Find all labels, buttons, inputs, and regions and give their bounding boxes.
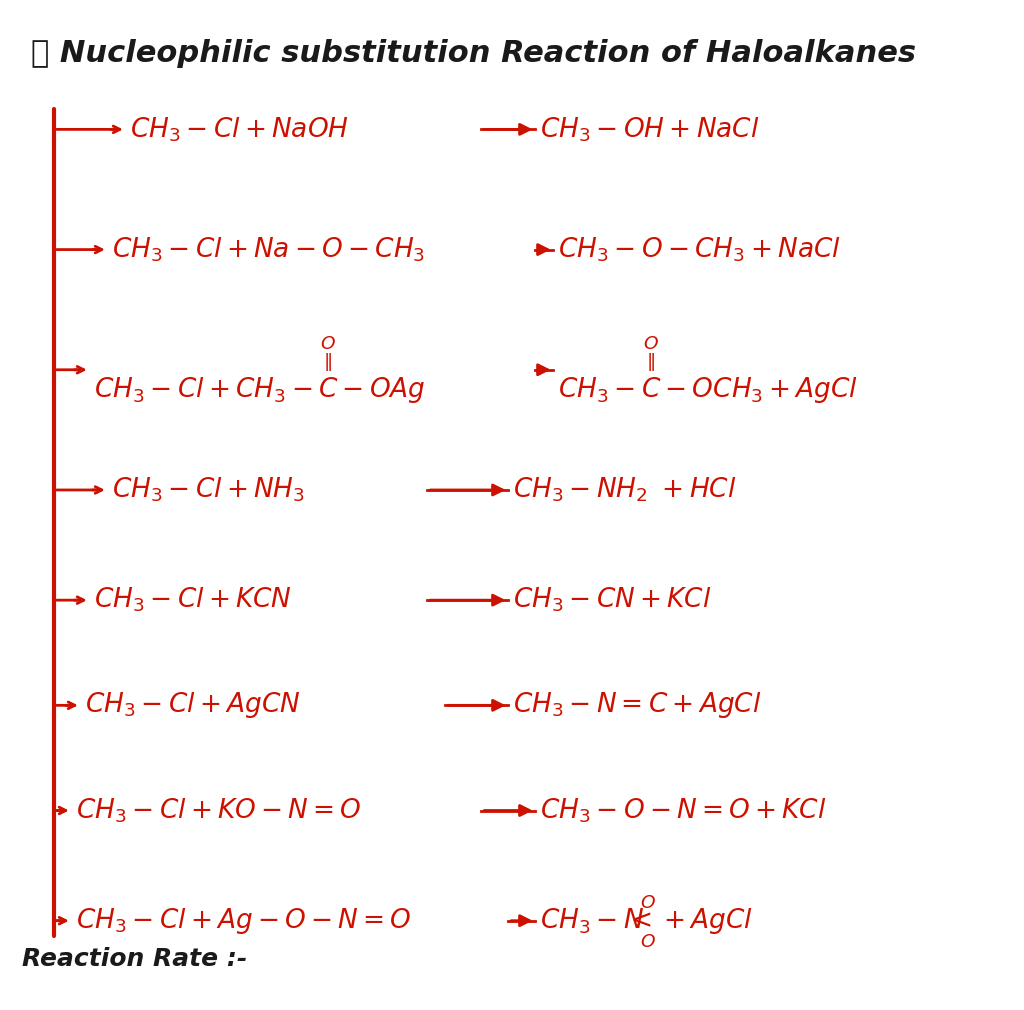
Text: $CH_3-Cl + KCN$: $CH_3-Cl + KCN$ (94, 586, 292, 614)
Text: $CH_3-O-N=O +KCl$: $CH_3-O-N=O +KCl$ (540, 796, 826, 825)
Text: $CH_3-Cl + NaOH$: $CH_3-Cl + NaOH$ (130, 115, 349, 143)
Text: $CH_3-Cl + CH_3-\overset{O}{\overset{\|}{C}}-OAg$: $CH_3-Cl + CH_3-\overset{O}{\overset{\|}… (94, 333, 426, 406)
Text: $CH_3-Cl + Na-O-CH_3$: $CH_3-Cl + Na-O-CH_3$ (113, 235, 425, 264)
Text: $CH_3-N\!\overset{O}{\underset{O}{\!\!\!<}} + AgCl$: $CH_3-N\!\overset{O}{\underset{O}{\!\!\!… (540, 892, 753, 949)
Text: $CH_3-\overset{O}{\overset{\|}{C}}-OCH_3 + AgCl$: $CH_3-\overset{O}{\overset{\|}{C}}-OCH_3… (558, 333, 858, 406)
Text: $CH_3-CN + KCl$: $CH_3-CN + KCl$ (513, 586, 712, 614)
Text: Ⓐ Nucleophilic substitution Reaction of Haloalkanes: Ⓐ Nucleophilic substitution Reaction of … (31, 39, 916, 69)
Text: $CH_3-Cl + Ag-O-N=O$: $CH_3-Cl + Ag-O-N=O$ (76, 906, 412, 935)
Text: Reaction Rate :-: Reaction Rate :- (23, 946, 248, 971)
Text: $CH_3-NH_2\ +HCl$: $CH_3-NH_2\ +HCl$ (513, 476, 736, 504)
Text: $CH_3-OH + NaCl$: $CH_3-OH + NaCl$ (540, 115, 760, 143)
Text: $CH_3-Cl + NH_3$: $CH_3-Cl + NH_3$ (113, 476, 305, 504)
Text: $CH_3-N=C + AgCl$: $CH_3-N=C + AgCl$ (513, 690, 762, 720)
Text: $CH_3-Cl + KO-N=O$: $CH_3-Cl + KO-N=O$ (76, 796, 361, 825)
Text: $CH_3-Cl + AgCN$: $CH_3-Cl + AgCN$ (85, 690, 301, 720)
Text: $CH_3-O-CH_3+ NaCl$: $CH_3-O-CH_3+ NaCl$ (558, 235, 841, 264)
